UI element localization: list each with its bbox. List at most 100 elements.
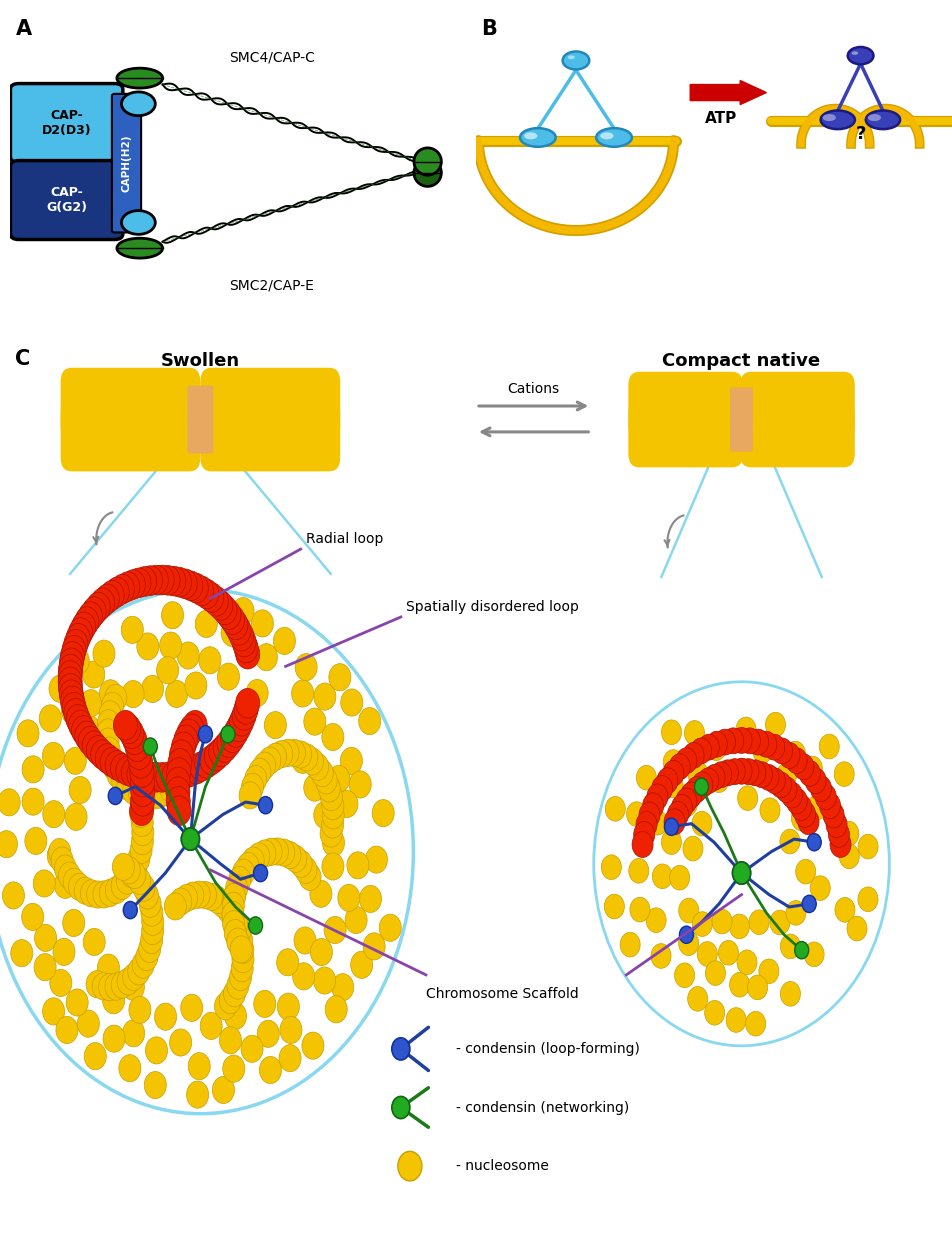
Circle shape <box>634 822 655 848</box>
Text: ATP: ATP <box>705 111 737 126</box>
Circle shape <box>680 926 693 944</box>
Circle shape <box>213 733 237 763</box>
Circle shape <box>121 758 146 787</box>
Circle shape <box>781 934 801 959</box>
Circle shape <box>116 756 140 786</box>
Circle shape <box>141 782 163 810</box>
Circle shape <box>63 869 85 896</box>
Circle shape <box>331 974 354 1001</box>
Circle shape <box>123 964 145 991</box>
Circle shape <box>169 888 191 916</box>
Circle shape <box>664 772 684 797</box>
Circle shape <box>379 914 401 942</box>
Circle shape <box>122 91 155 116</box>
Circle shape <box>349 771 371 798</box>
Circle shape <box>83 928 106 955</box>
Circle shape <box>177 719 201 749</box>
Circle shape <box>602 855 622 880</box>
Circle shape <box>3 882 25 909</box>
Circle shape <box>195 749 219 779</box>
Circle shape <box>239 782 261 810</box>
Circle shape <box>643 792 664 818</box>
Circle shape <box>296 744 318 771</box>
Circle shape <box>156 763 180 792</box>
Circle shape <box>657 768 678 793</box>
Circle shape <box>731 758 752 785</box>
Circle shape <box>78 716 100 743</box>
Circle shape <box>59 654 83 684</box>
Circle shape <box>323 829 345 856</box>
Circle shape <box>318 775 340 802</box>
Circle shape <box>61 697 84 724</box>
Circle shape <box>168 760 191 790</box>
Circle shape <box>322 853 344 880</box>
Circle shape <box>314 801 336 828</box>
Circle shape <box>185 574 208 603</box>
Circle shape <box>277 949 299 976</box>
FancyBboxPatch shape <box>628 371 744 439</box>
Circle shape <box>0 789 20 816</box>
Circle shape <box>102 692 124 719</box>
Circle shape <box>93 881 115 908</box>
Circle shape <box>75 607 99 637</box>
FancyBboxPatch shape <box>201 400 340 471</box>
Circle shape <box>62 636 86 665</box>
Circle shape <box>710 761 732 787</box>
Circle shape <box>59 648 84 677</box>
Circle shape <box>810 776 831 802</box>
FancyBboxPatch shape <box>61 368 201 439</box>
Circle shape <box>208 591 233 621</box>
Ellipse shape <box>524 132 537 139</box>
Circle shape <box>139 935 161 963</box>
FancyBboxPatch shape <box>188 418 213 454</box>
Circle shape <box>127 760 151 790</box>
Circle shape <box>136 944 158 971</box>
Circle shape <box>82 597 107 627</box>
Circle shape <box>49 838 70 865</box>
Ellipse shape <box>520 128 556 147</box>
Circle shape <box>169 740 193 770</box>
Circle shape <box>705 961 725 986</box>
Circle shape <box>199 647 221 674</box>
Circle shape <box>167 786 190 816</box>
Circle shape <box>662 719 682 744</box>
Circle shape <box>78 726 103 755</box>
Circle shape <box>69 618 92 648</box>
Circle shape <box>687 986 707 1011</box>
Circle shape <box>104 754 126 781</box>
Circle shape <box>807 795 827 819</box>
Circle shape <box>167 796 191 826</box>
Circle shape <box>671 795 692 821</box>
Circle shape <box>64 698 88 728</box>
Text: CAP-
D2(D3): CAP- D2(D3) <box>42 109 91 137</box>
Circle shape <box>795 801 816 827</box>
Circle shape <box>628 859 649 884</box>
Circle shape <box>131 810 153 837</box>
Circle shape <box>781 981 801 1006</box>
Circle shape <box>189 576 213 606</box>
Circle shape <box>95 744 119 774</box>
Circle shape <box>183 711 208 740</box>
Circle shape <box>719 940 739 965</box>
Circle shape <box>169 1029 191 1056</box>
Circle shape <box>646 784 668 810</box>
Circle shape <box>840 844 860 869</box>
Circle shape <box>676 748 697 774</box>
FancyBboxPatch shape <box>628 400 744 468</box>
Circle shape <box>99 880 121 907</box>
Circle shape <box>257 1021 279 1048</box>
Circle shape <box>180 714 204 744</box>
Circle shape <box>259 797 272 814</box>
Circle shape <box>839 822 859 847</box>
Circle shape <box>200 1012 222 1039</box>
Circle shape <box>123 902 137 918</box>
Text: B: B <box>481 19 497 38</box>
Circle shape <box>295 856 317 884</box>
Circle shape <box>242 774 264 801</box>
Circle shape <box>175 885 198 912</box>
Circle shape <box>39 705 61 732</box>
Circle shape <box>116 571 140 601</box>
Circle shape <box>97 728 119 755</box>
Circle shape <box>807 834 822 851</box>
Circle shape <box>87 592 110 622</box>
